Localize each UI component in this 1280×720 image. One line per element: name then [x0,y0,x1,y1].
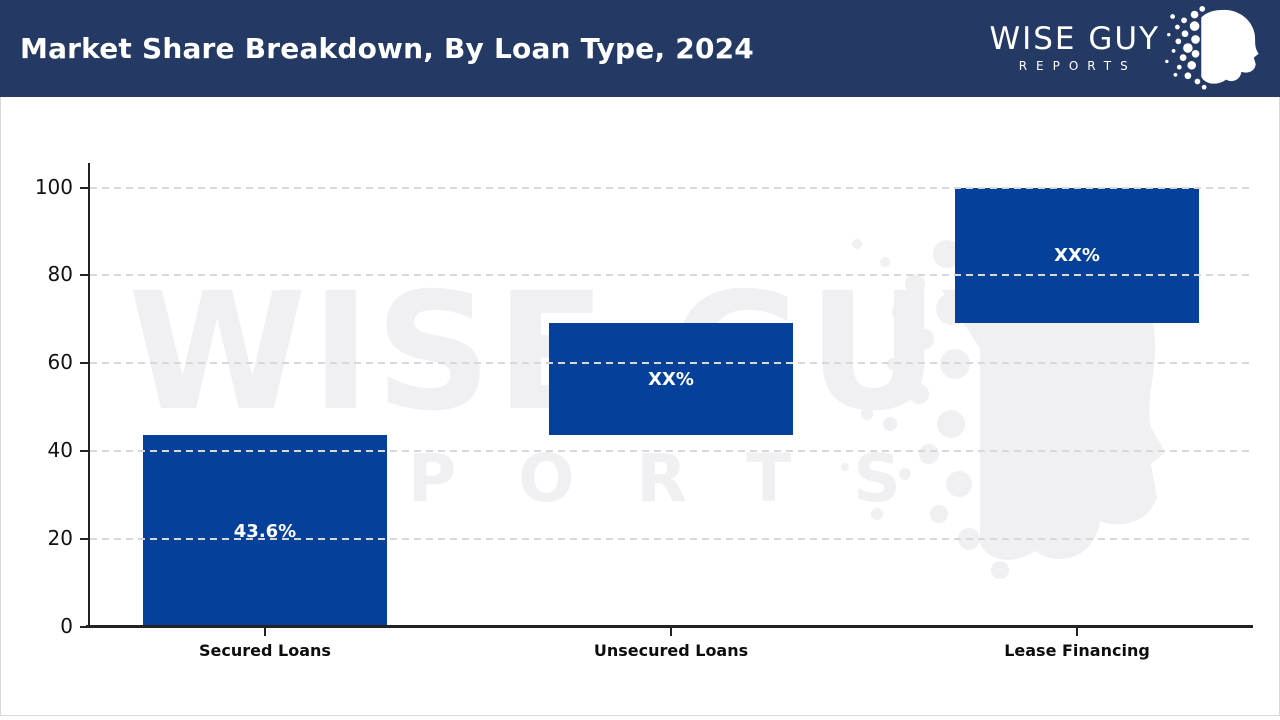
x-category-label: Lease Financing [1004,641,1150,660]
y-axis-spine [88,163,90,627]
wiseguy-face-icon [1165,5,1259,90]
bar-value-label: XX% [648,368,694,390]
wiseguy-logo: WISE GUY REPORTS [989,5,1280,92]
x-axis-spine [86,625,1253,628]
y-tick-label-40: 40 [47,438,73,463]
y-tick-label-80: 80 [47,262,73,287]
header-bar: Market Share Breakdown, By Loan Type, 20… [0,0,1280,97]
y-tick-20 [80,538,88,541]
x-tick-3 [1076,628,1078,636]
gridline-20 [90,538,1253,541]
gridline-100 [90,186,1253,189]
x-tick-1 [264,628,266,636]
y-tick-40 [80,450,88,453]
gridline-80 [90,274,1253,277]
page-title: Market Share Breakdown, By Loan Type, 20… [20,32,754,65]
y-tick-100 [80,186,88,189]
y-tick-0 [80,626,88,628]
bar-unsecured-loans: XX% [549,323,793,436]
y-tick-80 [80,274,88,277]
gridline-60 [90,362,1253,365]
x-category-label: Unsecured Loans [593,641,749,660]
y-tick-label-20: 20 [47,526,73,551]
bar-lease-financing: XX% [955,187,1199,324]
x-tick-2 [670,628,672,636]
y-tick-60 [80,362,88,365]
logo-text: WISE GUY REPORTS [989,21,1160,74]
gridline-40 [90,450,1253,453]
logo-wordmark: WISE GUY [989,21,1160,57]
y-tick-label-60: 60 [47,350,73,375]
x-category-label: Secured Loans [199,641,331,660]
logo-subtitle: REPORTS [1018,59,1137,73]
bar-secured-loans: 43.6% [143,435,387,627]
y-tick-label-100: 100 [34,174,73,199]
bar-value-label: XX% [1054,244,1100,266]
y-tick-label-0: 0 [60,614,73,638]
bar-value-label: 43.6% [233,520,297,542]
